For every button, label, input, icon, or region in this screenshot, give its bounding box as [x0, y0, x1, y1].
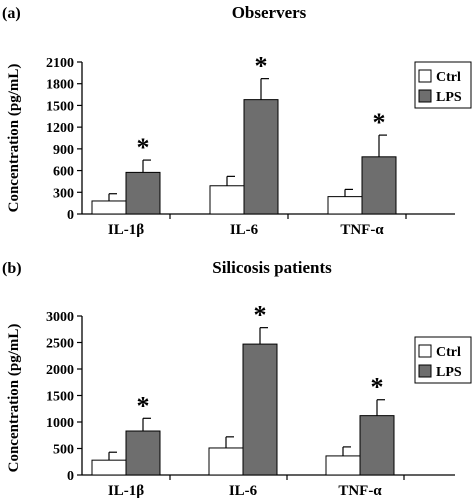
y-tick-label: 300 [53, 186, 74, 201]
y-tick-label: 1000 [46, 416, 74, 431]
chart-title: Observers [232, 3, 307, 22]
legend-label-ctrl: Ctrl [436, 70, 461, 85]
y-tick-label: 1200 [46, 121, 74, 136]
bar-ctrl-1 [209, 448, 243, 475]
x-tick-label: IL-6 [230, 222, 259, 238]
bar-lps-0 [126, 431, 160, 475]
panel-b: (b) Silicosis patients Concentration (pg… [2, 258, 471, 498]
significance-marker: * [254, 301, 267, 330]
y-tick-label: 1500 [46, 390, 74, 405]
legend-label-ctrl: Ctrl [436, 345, 461, 360]
y-tick-label: 2500 [46, 337, 74, 352]
legend-swatch-lps [419, 90, 431, 102]
x-tick-label: TNF-α [340, 222, 384, 238]
y-tick-label: 2000 [46, 363, 74, 378]
y-tick-label: 2100 [46, 56, 74, 71]
significance-marker: * [255, 52, 268, 81]
bar-ctrl-0 [92, 460, 126, 475]
bar-lps-1 [244, 100, 278, 214]
y-tick-label: 1800 [46, 78, 74, 93]
y-tick-label: 0 [67, 469, 74, 484]
legend-label-lps: LPS [436, 365, 462, 380]
significance-marker: * [373, 108, 386, 137]
bar-ctrl-0 [92, 201, 126, 214]
significance-marker: * [137, 391, 150, 420]
panel-a: (a) Observers Concentration (pg/mL) 0 300… [2, 3, 471, 238]
x-tick-label: IL-1β [108, 483, 144, 498]
legend-swatch-ctrl [419, 345, 431, 357]
bar-ctrl-1 [210, 186, 244, 214]
chart-title: Silicosis patients [212, 258, 332, 277]
legend: Ctrl LPS [415, 62, 471, 108]
x-tick-label: IL-6 [229, 483, 258, 498]
y-tick-label: 500 [53, 443, 74, 458]
y-tick-label: 0 [67, 208, 74, 223]
significance-marker: * [137, 133, 150, 162]
y-axis-label: Concentration (pg/mL) [6, 64, 22, 213]
legend-swatch-lps [419, 365, 431, 377]
panel-label: (a) [2, 5, 21, 22]
bar-lps-2 [360, 416, 394, 475]
y-tick-label: 3000 [46, 310, 74, 325]
significance-marker: * [371, 373, 384, 402]
x-tick-label: IL-1β [108, 222, 144, 238]
y-tick-label: 1500 [46, 99, 74, 114]
panel-label: (b) [2, 260, 22, 277]
y-tick-label: 900 [53, 143, 74, 158]
bar-ctrl-2 [328, 197, 362, 214]
bar-lps-0 [126, 172, 160, 214]
bar-lps-1 [243, 344, 277, 475]
x-tick-label: TNF-α [338, 483, 382, 498]
y-axis-label: Concentration (pg/mL) [6, 324, 22, 473]
legend-label-lps: LPS [436, 90, 462, 105]
legend-swatch-ctrl [419, 70, 431, 82]
legend: Ctrl LPS [415, 337, 471, 383]
bar-lps-2 [362, 157, 396, 214]
bar-ctrl-2 [326, 456, 360, 475]
y-tick-label: 600 [53, 165, 74, 180]
